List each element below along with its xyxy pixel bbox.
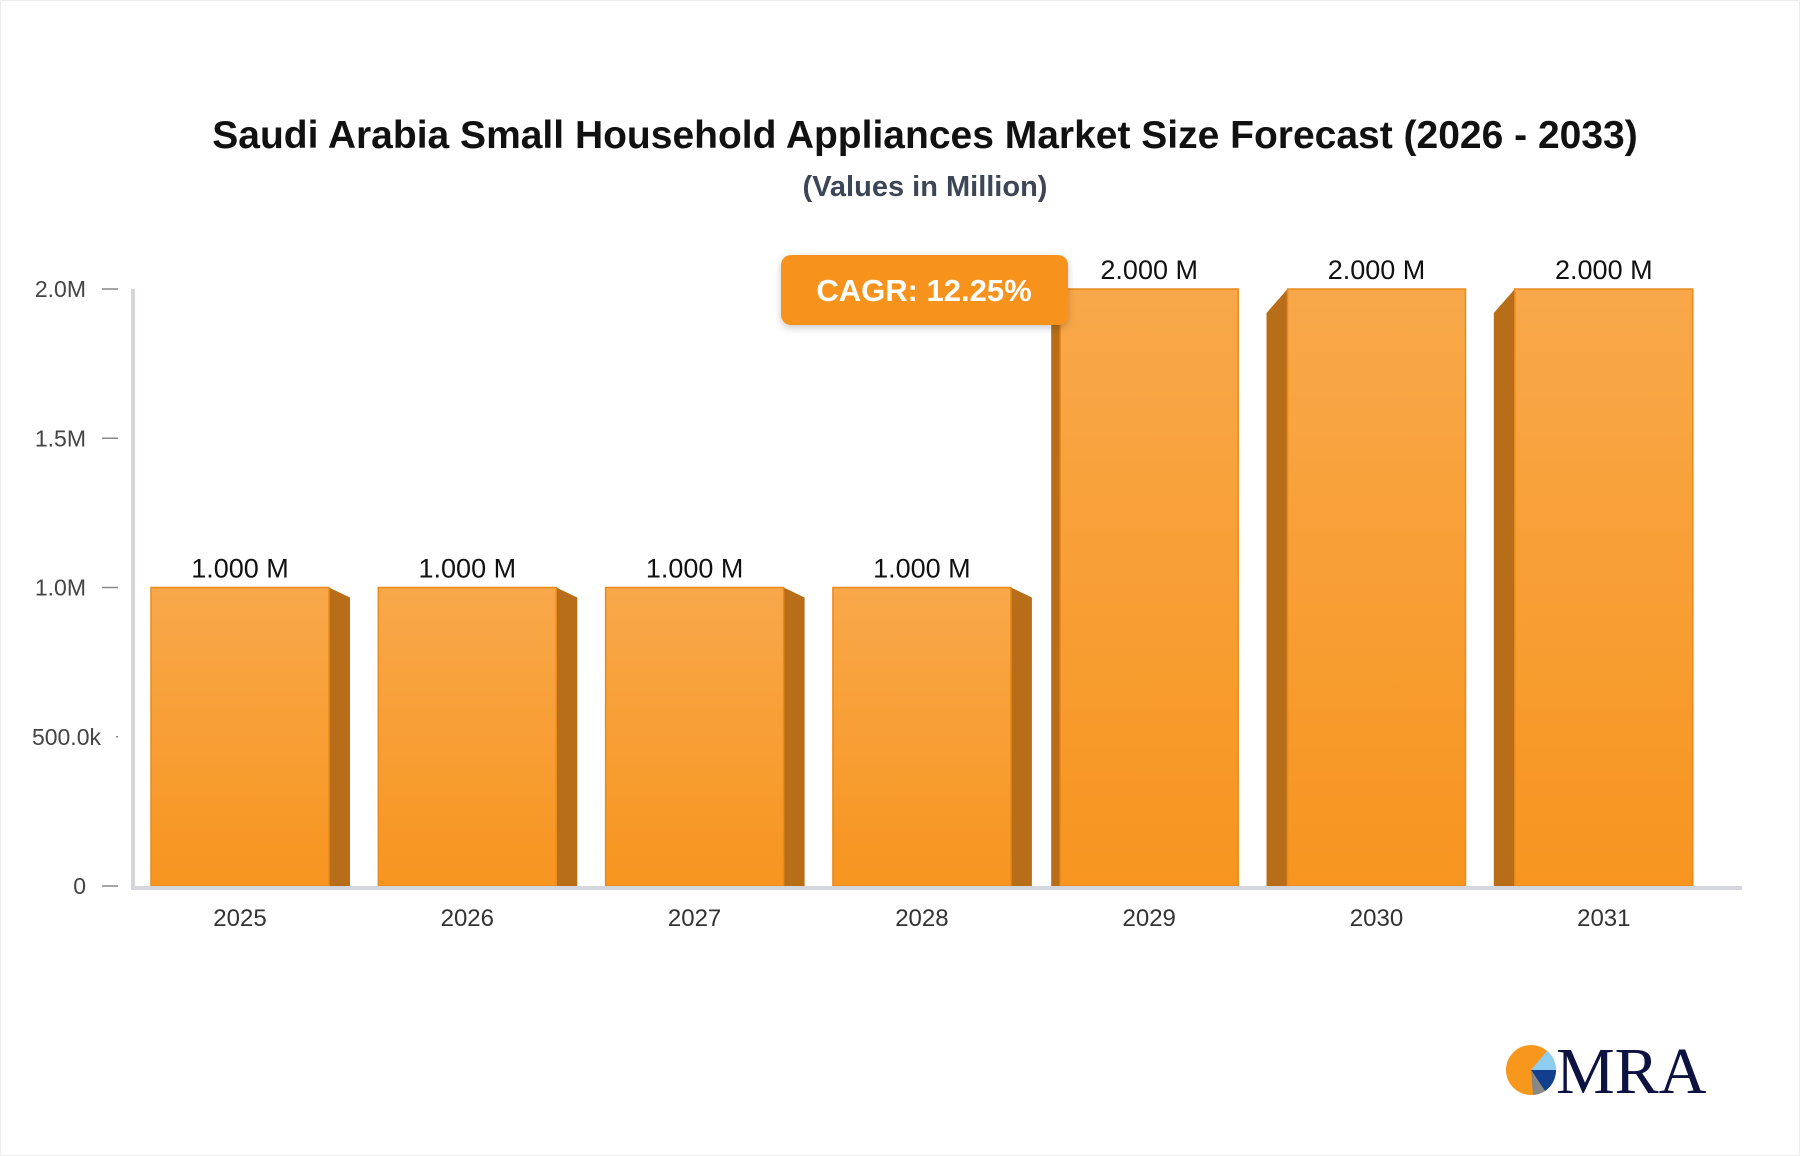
logo-text: MRA [1556, 1035, 1707, 1108]
mra-logo: MRA [1506, 1035, 1707, 1108]
bar-2026: 1.000 M [377, 554, 578, 887]
bar-2031: 2.000 M [1493, 255, 1694, 887]
bar-side [556, 587, 578, 886]
bar [832, 586, 1012, 887]
value-label: 1.000 M [191, 554, 289, 584]
bar-2029: 2.000 M [1051, 255, 1239, 887]
y-tick-label: 500.0k [32, 724, 102, 750]
bar-side [783, 587, 805, 886]
bar [604, 586, 785, 887]
bar-side [1493, 289, 1515, 886]
x-tick-label: 2028 [895, 905, 948, 932]
value-label: 1.000 M [419, 554, 517, 584]
y-tick-label: 2.0M [35, 276, 86, 302]
value-label: 2.000 M [1555, 255, 1653, 285]
x-axis: 2025 2026 2027 2028 2029 2030 2031 [131, 886, 1742, 932]
x-tick-label: 2031 [1577, 905, 1630, 932]
bar-side [329, 587, 350, 886]
value-label: 2.000 M [1328, 255, 1426, 285]
x-tick-label: 2025 [213, 905, 266, 932]
cagr-badge: CAGR: 12.25% [781, 255, 1068, 325]
x-tick-label: 2029 [1123, 905, 1176, 932]
chart-title: Saudi Arabia Small Household Appliances … [212, 114, 1637, 157]
y-tick-label: 0 [73, 873, 86, 899]
bar [1514, 288, 1694, 887]
cagr-label: CAGR: 12.25% [816, 273, 1031, 308]
y-tick-label: 1.5M [35, 425, 86, 451]
bar-side [1010, 587, 1032, 886]
y-tick-label: 1.0M [35, 575, 86, 601]
bar-2025: 1.000 M [150, 554, 350, 887]
cagr-badge-bg [781, 255, 1068, 325]
bar-2028: 1.000 M [832, 554, 1032, 887]
y-axis: 0 500.0k 1.0M 1.5M 2.0M [32, 276, 135, 899]
chart-subtitle: (Values in Million) [803, 171, 1048, 203]
bar-side [1051, 289, 1061, 886]
bar [150, 586, 330, 887]
bar-side [1266, 289, 1288, 886]
value-label: 1.000 M [873, 554, 971, 584]
x-tick-label: 2030 [1350, 905, 1403, 932]
bar [1286, 288, 1467, 887]
bar [377, 586, 558, 887]
x-tick-label: 2027 [668, 905, 721, 932]
value-label: 2.000 M [1100, 255, 1198, 285]
value-label: 1.000 M [646, 554, 744, 584]
bars: 1.000 M 1.000 M 1.000 M 1.000 M 2.000 M 2.000… [150, 255, 1694, 887]
bar-2030: 2.000 M [1266, 255, 1467, 887]
x-tick-label: 2026 [441, 905, 494, 932]
bar-2027: 1.000 M [604, 554, 805, 887]
bar [1059, 288, 1239, 887]
